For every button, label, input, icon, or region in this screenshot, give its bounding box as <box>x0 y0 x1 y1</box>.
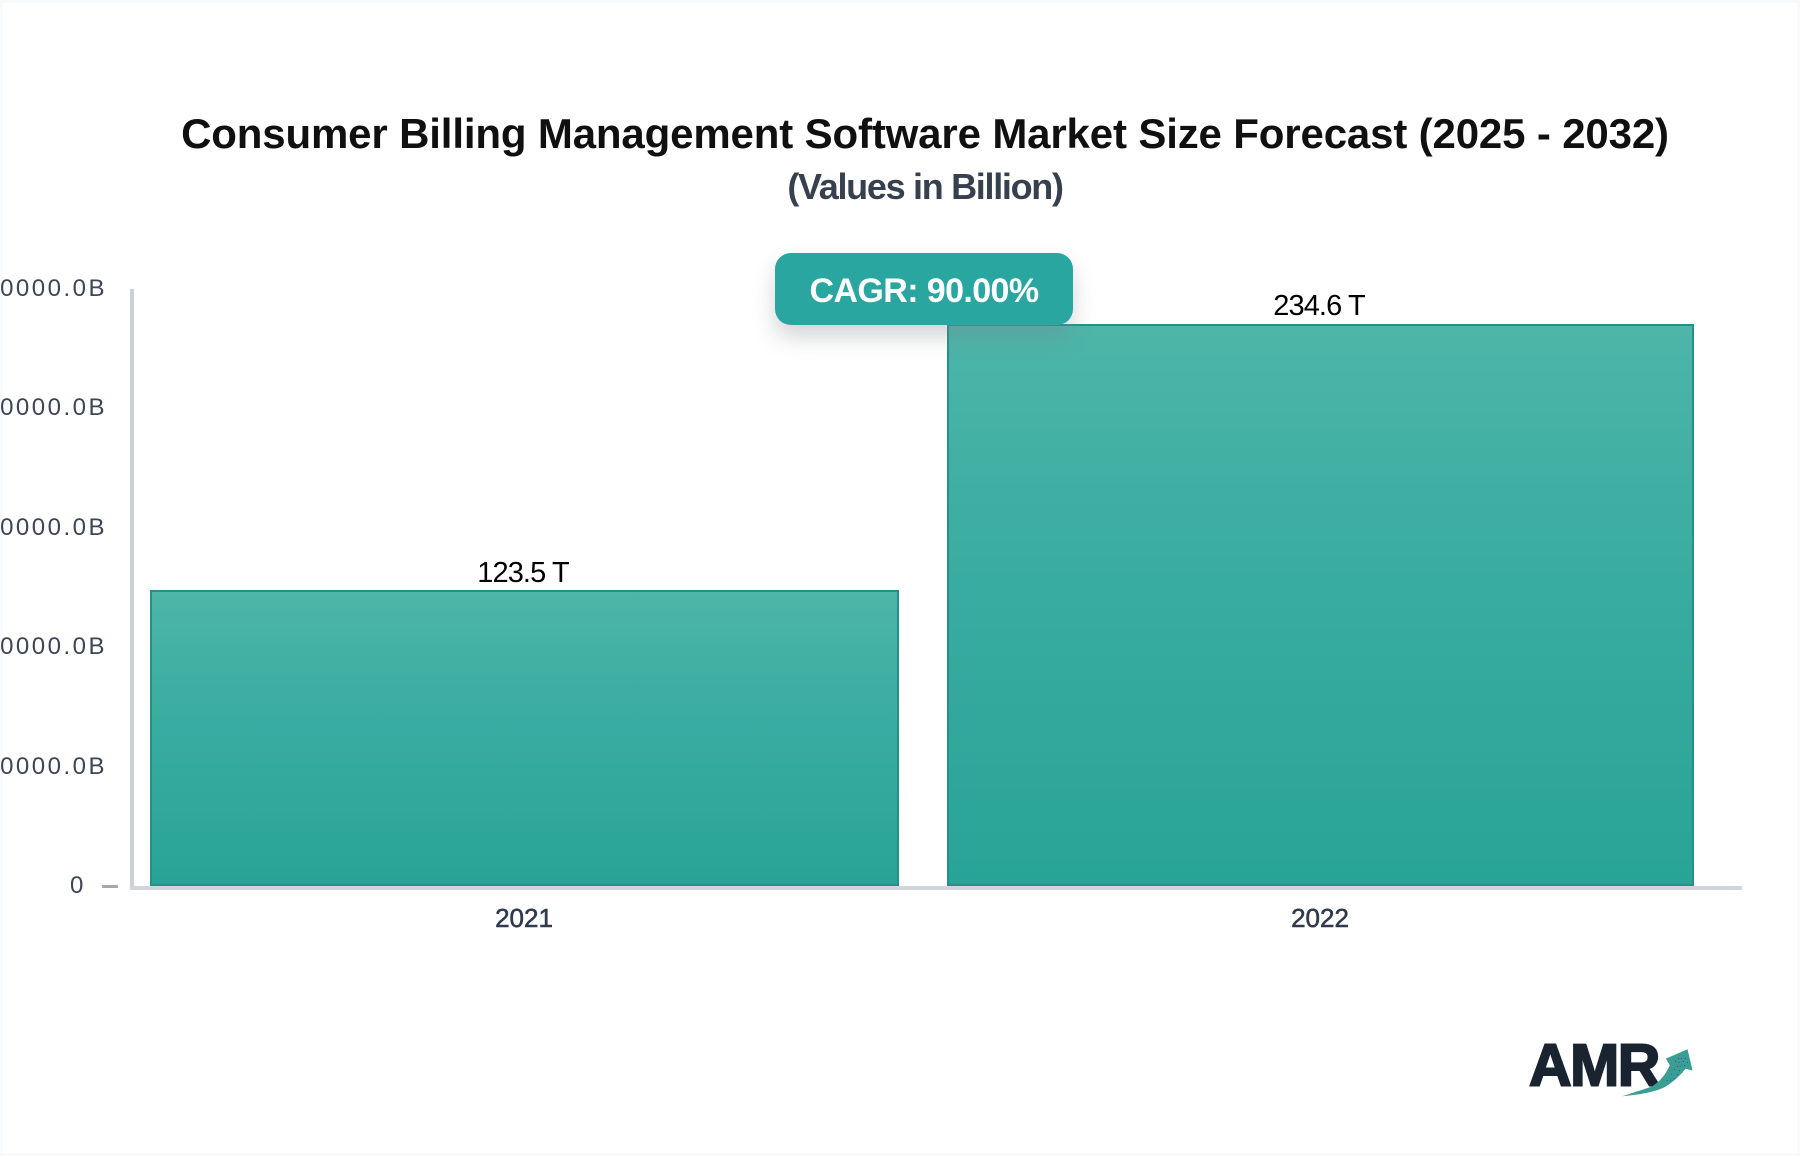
svg-text:AMR: AMR <box>1529 1036 1660 1099</box>
